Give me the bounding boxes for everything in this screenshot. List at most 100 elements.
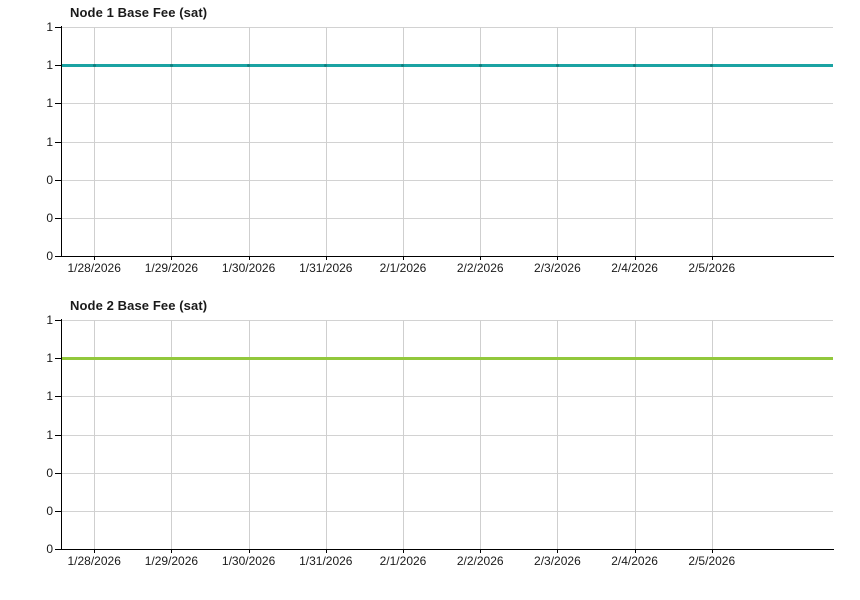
gridline-vertical <box>325 320 327 549</box>
gridline-vertical <box>557 27 559 256</box>
gridline-horizontal <box>61 103 833 105</box>
data-point-marker-node-1 <box>324 63 328 67</box>
y-tick-mark <box>55 65 61 67</box>
chart-panel-node-2: Node 2 Base Fee (sat) 1 1 1 1 0 0 0 1/28/2026 1… <box>0 293 860 586</box>
gridline-horizontal <box>61 396 833 398</box>
gridline-horizontal <box>61 179 833 181</box>
gridline-vertical <box>634 27 636 256</box>
x-tick-mark <box>634 256 636 260</box>
gridline-horizontal <box>61 320 833 321</box>
y-axis-tick-label-node-1: 1 <box>46 58 53 73</box>
x-axis-tick-label-node-2: 2/1/2026 <box>379 554 427 568</box>
x-tick-mark <box>711 256 713 260</box>
gridline-vertical <box>325 27 327 256</box>
y-tick-mark <box>55 103 61 105</box>
x-tick-mark <box>94 256 96 260</box>
gridline-horizontal <box>61 27 833 28</box>
gridline-vertical <box>711 27 713 256</box>
x-tick-mark <box>325 256 327 260</box>
x-axis-tick-label-node-1: 2/3/2026 <box>534 261 581 275</box>
y-axis-tick-label-node-2: 1 <box>46 427 53 442</box>
x-tick-mark <box>402 549 404 553</box>
plot-area-node-1 <box>61 27 833 257</box>
y-axis-tick-label-node-1: 1 <box>46 96 53 111</box>
y-axis-tick-label-node-1: 1 <box>46 20 53 34</box>
gridline-horizontal <box>61 141 833 143</box>
x-axis-tick-label-node-1: 2/5/2026 <box>688 261 736 275</box>
y-axis-tick-label-node-2: 1 <box>46 351 53 366</box>
y-axis-tick-label-node-1: 0 <box>46 172 53 187</box>
x-tick-mark <box>480 256 482 260</box>
x-tick-mark <box>94 549 96 553</box>
y-axis-tick-label-node-2: 0 <box>46 503 53 518</box>
data-point-marker-node-1 <box>710 63 714 67</box>
x-axis-tick-label-node-2: 2/4/2026 <box>611 554 658 568</box>
x-axis-line-node-2 <box>61 549 834 550</box>
gridline-vertical <box>248 27 250 256</box>
y-tick-mark <box>55 549 61 550</box>
gridline-vertical <box>711 320 713 549</box>
gridline-horizontal <box>61 472 833 474</box>
gridline-vertical <box>171 27 173 256</box>
x-axis-tick-label-node-1: 1/30/2026 <box>221 261 276 275</box>
x-tick-mark <box>248 256 250 260</box>
x-tick-mark <box>248 549 250 553</box>
gridline-vertical <box>402 27 404 256</box>
gridline-horizontal <box>61 510 833 512</box>
y-tick-mark <box>55 256 61 257</box>
x-tick-mark <box>402 256 404 260</box>
y-tick-mark <box>55 472 61 474</box>
gridline-horizontal <box>61 217 833 219</box>
y-tick-mark <box>55 179 61 181</box>
chart-title-node-1: Node 1 Base Fee (sat) <box>70 5 208 20</box>
data-point-marker-node-1 <box>478 63 482 67</box>
x-tick-mark <box>557 549 559 553</box>
x-tick-mark <box>711 549 713 553</box>
x-tick-mark <box>634 549 636 553</box>
x-axis-line-node-1 <box>61 256 834 257</box>
x-axis-tick-label-node-2: 2/5/2026 <box>688 554 736 568</box>
y-tick-mark <box>55 358 61 360</box>
y-axis-tick-label-node-2: 1 <box>46 313 53 327</box>
x-axis-tick-label-node-2: 2/2/2026 <box>456 554 504 568</box>
gridline-vertical <box>94 320 96 549</box>
x-axis-tick-label-node-1: 2/1/2026 <box>379 261 427 275</box>
x-axis-tick-label-node-1: 1/28/2026 <box>67 261 121 275</box>
gridline-vertical <box>480 320 482 549</box>
series-line-node-1 <box>61 63 833 67</box>
x-axis-tick-label-node-2: 1/29/2026 <box>144 554 199 568</box>
y-axis-tick-label-node-2: 1 <box>46 389 53 404</box>
y-axis-tick-label-node-2: 0 <box>46 542 53 556</box>
x-axis-tick-label-node-2: 1/30/2026 <box>221 554 276 568</box>
x-axis-tick-label-node-1: 1/31/2026 <box>299 261 353 275</box>
data-point-marker-node-1 <box>169 63 173 67</box>
y-tick-mark <box>55 217 61 219</box>
y-axis-line-node-2 <box>61 319 62 550</box>
y-tick-mark <box>55 320 61 321</box>
data-point-marker-node-1 <box>401 63 405 67</box>
x-axis-tick-label-node-1: 1/29/2026 <box>144 261 199 275</box>
data-point-marker-node-1 <box>247 63 251 67</box>
y-axis-tick-label-node-2: 0 <box>46 465 53 480</box>
chart-panel-node-1: Node 1 Base Fee (sat) 1 1 1 1 0 0 0 1/28/2026 1… <box>0 0 860 293</box>
y-tick-mark <box>55 510 61 512</box>
x-axis-tick-label-node-1: 2/4/2026 <box>611 261 658 275</box>
y-tick-mark <box>55 396 61 398</box>
x-axis-tick-label-node-2: 1/28/2026 <box>67 554 121 568</box>
y-tick-mark <box>55 434 61 436</box>
data-point-marker-node-1 <box>92 63 96 67</box>
gridline-vertical <box>171 320 173 549</box>
x-axis-tick-label-node-1: 2/2/2026 <box>456 261 504 275</box>
x-tick-mark <box>480 549 482 553</box>
gridline-vertical <box>402 320 404 549</box>
gridline-horizontal <box>61 434 833 436</box>
y-axis-tick-label-node-1: 0 <box>46 210 53 225</box>
gridline-vertical <box>634 320 636 549</box>
gridline-vertical <box>248 320 250 549</box>
y-tick-mark <box>55 27 61 28</box>
gridline-vertical <box>480 27 482 256</box>
x-axis-tick-label-node-2: 2/3/2026 <box>534 554 581 568</box>
gridline-vertical <box>557 320 559 549</box>
gridline-vertical <box>94 27 96 256</box>
